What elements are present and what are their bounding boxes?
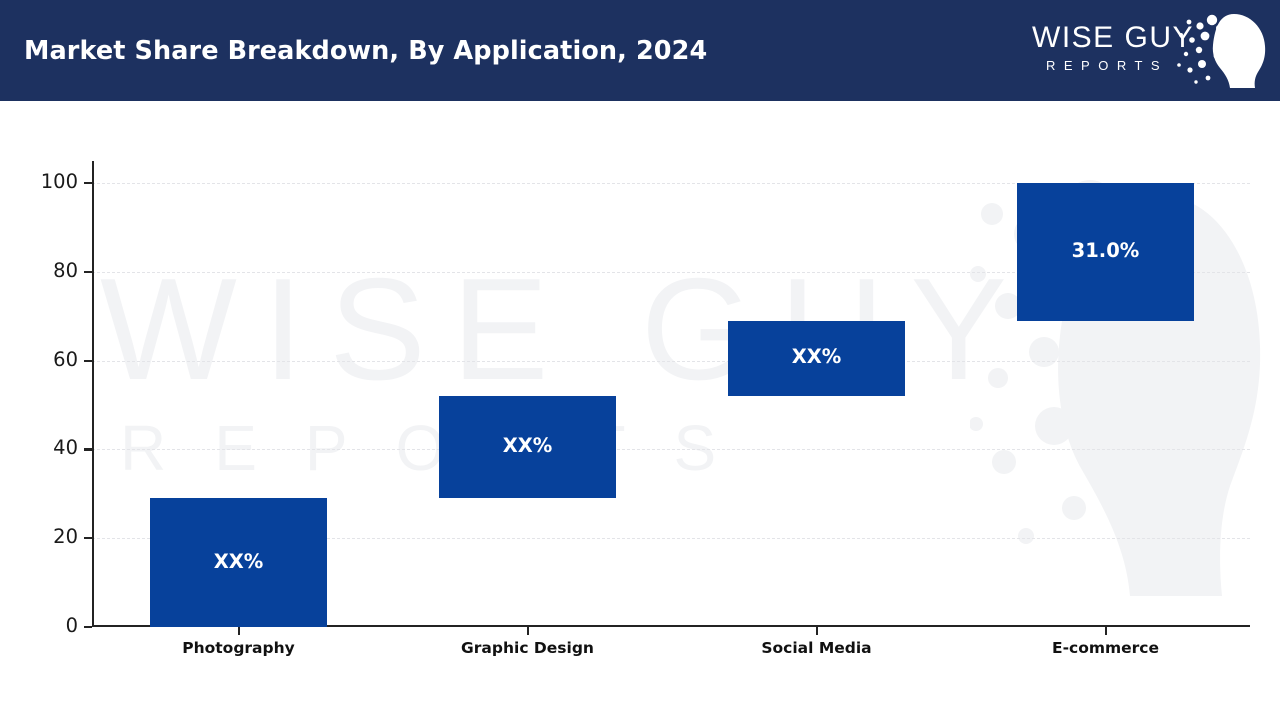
y-tick-label: 80 — [53, 258, 78, 282]
y-tick-label-wrap: 80 — [0, 259, 78, 283]
y-tick-label: 20 — [53, 525, 78, 549]
bar-value-label: XX% — [213, 549, 264, 573]
y-tick-label-wrap: 40 — [0, 436, 78, 460]
x-tick-label-e-commerce: E-commerce — [1051, 639, 1160, 657]
x-tick-mark — [526, 627, 529, 635]
y-tick-mark — [84, 626, 92, 629]
gridline — [92, 360, 1250, 362]
y-tick-label-wrap: 0 — [0, 614, 78, 638]
x-tick-mark — [1104, 627, 1107, 635]
y-tick-label-wrap: 60 — [0, 348, 78, 372]
logo-subword: REPORTS — [1046, 58, 1169, 73]
head-silhouette-dots-icon — [1177, 14, 1266, 88]
gridline — [92, 271, 1250, 273]
y-tick-label-wrap: 20 — [0, 525, 78, 549]
page-title: Market Share Breakdown, By Application, … — [24, 36, 708, 66]
bar-photography[interactable] — [149, 498, 328, 627]
y-tick-mark — [84, 448, 92, 451]
logo-wordmark: WISE GUY — [1032, 21, 1195, 54]
x-axis-spine — [92, 625, 1250, 628]
y-tick-label: 60 — [53, 347, 78, 371]
y-tick-label: 0 — [65, 614, 78, 637]
y-tick-label: 40 — [53, 436, 78, 460]
y-tick-label-wrap: 100 — [0, 170, 78, 194]
y-tick-mark — [84, 359, 92, 362]
bar-e-commerce[interactable] — [1016, 183, 1195, 321]
gridline — [92, 538, 1250, 540]
y-tick-mark — [84, 182, 92, 185]
y-axis-spine — [92, 161, 95, 627]
x-tick-mark — [237, 627, 240, 635]
gridline — [92, 183, 1250, 185]
brand-logo: WISE GUY REPORTS — [1022, 8, 1272, 92]
bar-graphic-design[interactable] — [438, 396, 617, 499]
x-tick-label-graphic-design: Graphic Design — [461, 639, 594, 657]
header-bar: Market Share Breakdown, By Application, … — [0, 0, 1280, 101]
bar-value-label: XX% — [791, 345, 842, 369]
y-tick-label: 100 — [40, 170, 78, 194]
gridline — [92, 449, 1250, 451]
x-tick-label-photography: Photography — [182, 639, 295, 657]
x-tick-label-social-media: Social Media — [761, 639, 872, 657]
x-tick-mark — [815, 627, 818, 635]
y-tick-mark — [84, 537, 92, 540]
bar-value-label: XX% — [502, 434, 553, 458]
bar-value-label: 31.0% — [1071, 238, 1140, 262]
bar-social-media[interactable] — [727, 320, 906, 397]
y-tick-mark — [84, 270, 92, 274]
